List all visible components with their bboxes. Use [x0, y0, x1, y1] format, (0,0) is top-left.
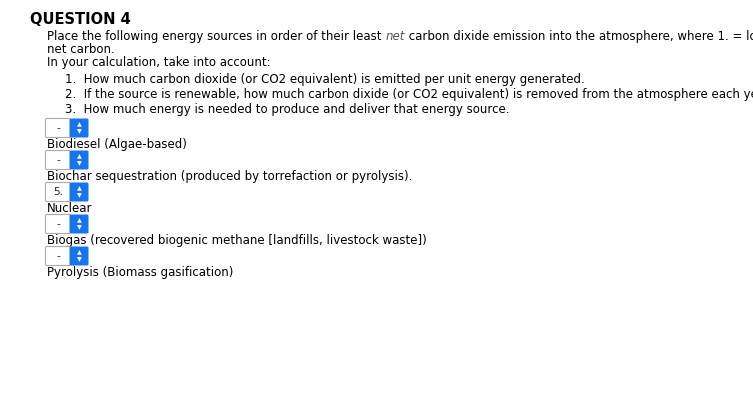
Text: -: - [56, 123, 60, 133]
FancyBboxPatch shape [69, 151, 89, 169]
Text: ▼: ▼ [77, 161, 81, 166]
Text: 1.  How much carbon dioxide (or CO2 equivalent) is emitted per unit energy gener: 1. How much carbon dioxide (or CO2 equiv… [65, 73, 585, 86]
Text: QUESTION 4: QUESTION 4 [30, 12, 131, 27]
Text: -: - [56, 155, 60, 165]
Text: -: - [56, 251, 60, 261]
FancyBboxPatch shape [45, 215, 71, 233]
Text: 2.  If the source is renewable, how much carbon dixide (or CO2 equivalent) is re: 2. If the source is renewable, how much … [65, 88, 753, 101]
Text: 5.: 5. [53, 187, 63, 197]
Text: ▼: ▼ [77, 225, 81, 230]
Text: ▲: ▲ [77, 251, 81, 255]
FancyBboxPatch shape [69, 246, 89, 266]
Text: Biochar sequestration (produced by torrefaction or pyrolysis).: Biochar sequestration (produced by torre… [47, 170, 413, 183]
Text: Pyrolysis (Biomass gasification): Pyrolysis (Biomass gasification) [47, 266, 233, 279]
Text: ▲: ▲ [77, 155, 81, 160]
Text: -: - [56, 219, 60, 229]
FancyBboxPatch shape [45, 182, 71, 202]
Text: Biodiesel (Algae-based): Biodiesel (Algae-based) [47, 138, 187, 151]
Text: In your calculation, take into account:: In your calculation, take into account: [47, 56, 270, 69]
Text: net: net [386, 30, 404, 43]
Text: Nuclear: Nuclear [47, 202, 93, 215]
Text: ▲: ▲ [77, 219, 81, 224]
FancyBboxPatch shape [69, 118, 89, 137]
FancyBboxPatch shape [45, 246, 71, 266]
Text: carbon dixide emission into the atmosphere, where 1. = lowest net carbon, and 5.: carbon dixide emission into the atmosphe… [404, 30, 753, 43]
Text: ▼: ▼ [77, 129, 81, 134]
FancyBboxPatch shape [69, 215, 89, 233]
Text: Biogas (recovered biogenic methane [landfills, livestock waste]): Biogas (recovered biogenic methane [land… [47, 234, 427, 247]
FancyBboxPatch shape [45, 151, 71, 169]
Text: ▲: ▲ [77, 122, 81, 127]
Text: Place the following energy sources in order of their least: Place the following energy sources in or… [47, 30, 386, 43]
FancyBboxPatch shape [45, 118, 71, 137]
Text: net carbon.: net carbon. [47, 43, 114, 56]
Text: ▼: ▼ [77, 257, 81, 262]
Text: 3.  How much energy is needed to produce and deliver that energy source.: 3. How much energy is needed to produce … [65, 103, 510, 116]
FancyBboxPatch shape [69, 182, 89, 202]
Text: ▼: ▼ [77, 193, 81, 198]
Text: ▲: ▲ [77, 186, 81, 191]
